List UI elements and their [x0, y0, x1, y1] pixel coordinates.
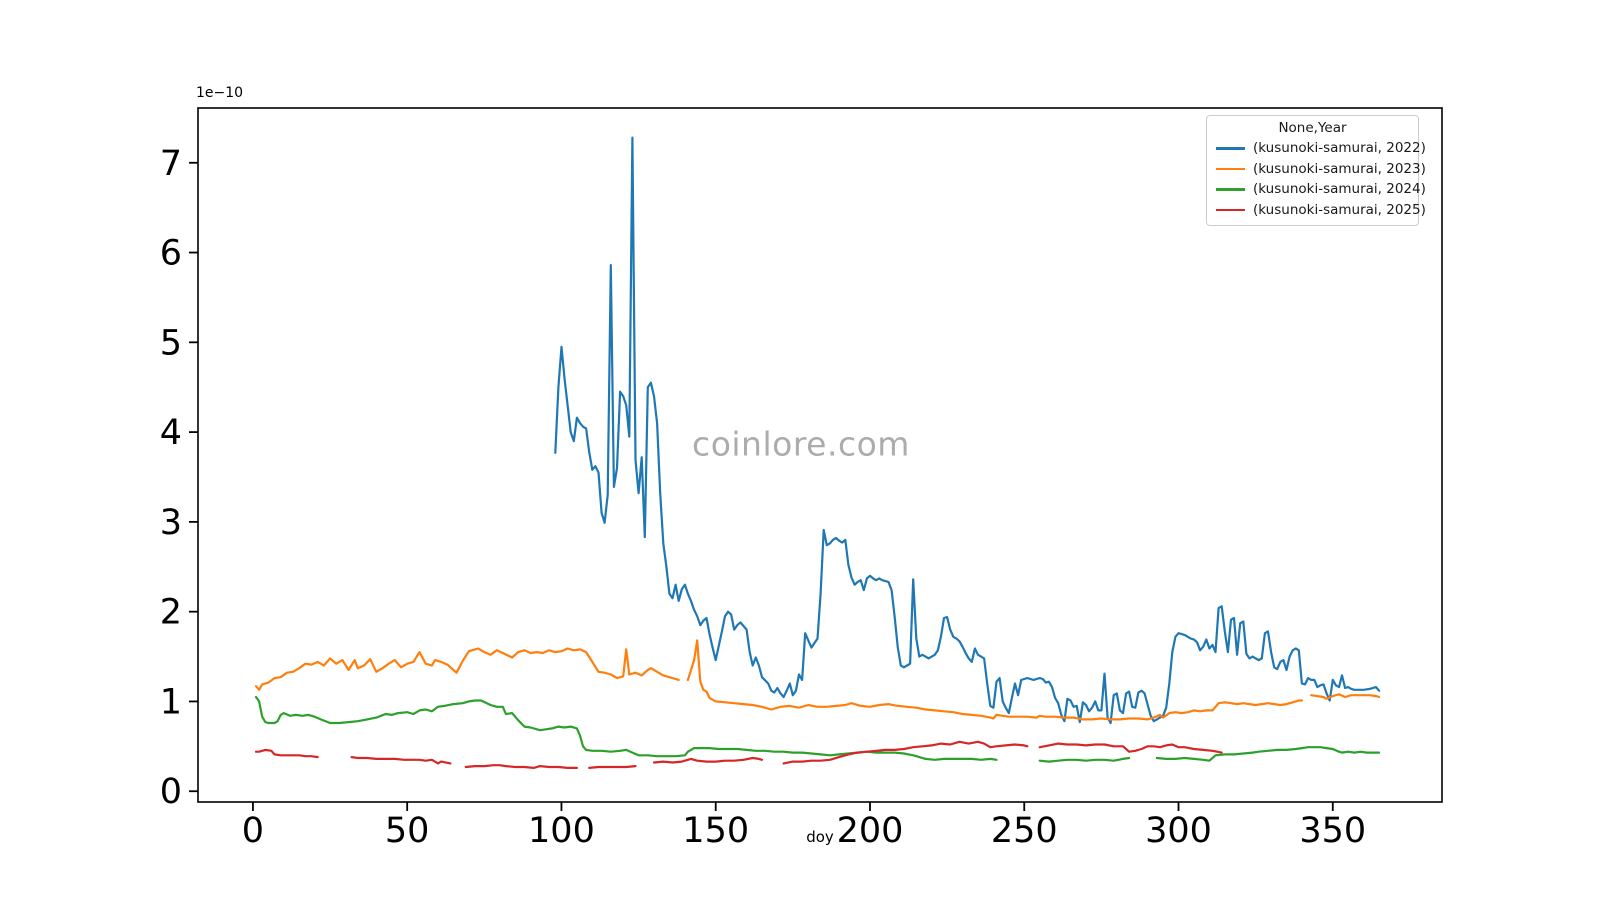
y-tick-label: 0 — [160, 772, 182, 812]
watermark: coinlore.com — [692, 424, 910, 464]
x-tick-label: 200 — [837, 811, 904, 851]
legend-item-label: (kusunoki-samurai, 2024) — [1253, 181, 1426, 198]
y-tick-label: 1 — [160, 682, 182, 722]
series-line-kusunoki-samurai-2023 — [254, 647, 680, 691]
series-line-kusunoki-samurai-2025 — [1038, 742, 1223, 754]
y-tick-label: 4 — [160, 413, 182, 453]
x-tick-label: 150 — [682, 811, 749, 851]
x-tick-label: 0 — [242, 811, 264, 851]
series-line-kusunoki-samurai-2023 — [686, 639, 1304, 721]
series-line-kusunoki-samurai-2023 — [1310, 693, 1381, 700]
legend-line-sample — [1216, 208, 1245, 211]
legend-item-2023: (kusunoki-samurai, 2023) — [1207, 159, 1426, 180]
x-tick-label: 50 — [385, 811, 430, 851]
y-tick-label: 2 — [160, 593, 182, 633]
legend-item-2025: (kusunoki-samurai, 2025) — [1207, 200, 1426, 221]
series-line-kusunoki-samurai-2024 — [1155, 746, 1381, 762]
legend-item-label: (kusunoki-samurai, 2022) — [1253, 140, 1426, 157]
x-tick-label: 250 — [991, 811, 1058, 851]
series-line-kusunoki-samurai-2025 — [652, 756, 764, 764]
y-tick-label: 6 — [160, 234, 182, 274]
y-tick-label: 5 — [160, 323, 182, 363]
series-line-kusunoki-samurai-2025 — [782, 740, 1029, 765]
legend-line-sample — [1216, 167, 1245, 170]
series-line-kusunoki-samurai-2025 — [588, 764, 637, 770]
x-tick-label: 100 — [528, 811, 595, 851]
series-line-kusunoki-samurai-2025 — [464, 764, 579, 770]
y-tick-label: 7 — [160, 144, 182, 184]
legend-line-sample — [1216, 147, 1245, 150]
y-tick-label: 3 — [160, 503, 182, 543]
legend-title: None,Year — [1278, 120, 1347, 136]
y-axis-offset-label: 1e−10 — [196, 85, 244, 101]
legend: None,Year (kusunoki-samurai, 2022) (kusu… — [1206, 115, 1426, 226]
legend-item-2022: (kusunoki-samurai, 2022) — [1207, 138, 1426, 159]
x-tick-label: 350 — [1299, 811, 1366, 851]
x-tick-label: 300 — [1145, 811, 1212, 851]
legend-line-sample — [1216, 188, 1245, 191]
legend-item-2024: (kusunoki-samurai, 2024) — [1207, 179, 1426, 200]
series-line-kusunoki-samurai-2022 — [554, 136, 1381, 725]
legend-item-label: (kusunoki-samurai, 2025) — [1253, 201, 1426, 218]
series-line-kusunoki-samurai-2024 — [1038, 756, 1131, 763]
series-line-kusunoki-samurai-2025 — [350, 755, 452, 765]
x-axis-label: doy — [806, 828, 834, 846]
plot-border — [197, 107, 1443, 803]
legend-item-label: (kusunoki-samurai, 2023) — [1253, 160, 1426, 177]
series-line-kusunoki-samurai-2025 — [254, 748, 319, 759]
